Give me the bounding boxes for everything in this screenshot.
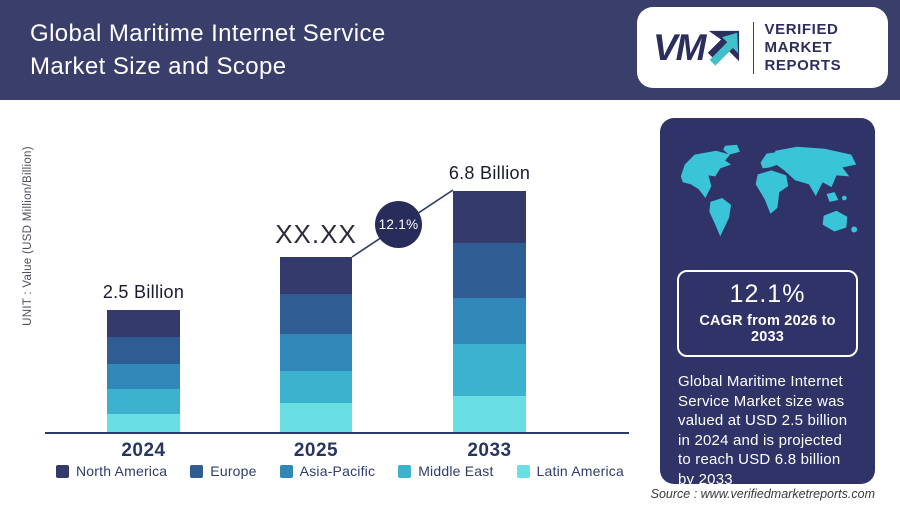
bar-segment-middle-east — [107, 389, 180, 414]
growth-rate-badge: 12.1% — [375, 201, 422, 248]
legend-swatch-icon — [516, 464, 530, 478]
logo-divider — [752, 21, 754, 74]
cagr-caption: CAGR from 2026 to 2033 — [699, 313, 836, 345]
bar-2025 — [280, 257, 352, 433]
bar-segment-north-america — [280, 257, 352, 294]
bar-2033 — [453, 191, 526, 433]
page-title-line1: Global Maritime Internet Service — [30, 20, 386, 47]
source-attribution: Source : www.verifiedmarketreports.com — [650, 487, 875, 501]
cagr-value: 12.1% — [729, 280, 806, 308]
bar-segment-latin-america — [280, 403, 352, 433]
bar-segment-middle-east — [453, 344, 526, 396]
bar-segment-europe — [107, 337, 180, 364]
legend-label: Latin America — [536, 463, 624, 479]
bar-segment-middle-east — [280, 371, 352, 403]
x-axis-line — [45, 432, 629, 434]
bar-segment-north-america — [107, 310, 180, 337]
bar-2024 — [107, 310, 180, 433]
bar-segment-north-america — [453, 191, 526, 243]
brand-line-verified: VERIFIED — [764, 20, 839, 38]
x-tick-2024: 2024 — [121, 440, 166, 461]
legend-item-europe: Europe — [190, 463, 256, 479]
legend-item-latin-america: Latin America — [516, 463, 624, 479]
x-tick-2025: 2025 — [293, 440, 339, 461]
legend-label: Middle East — [418, 463, 494, 479]
world-map-wrap — [660, 118, 875, 266]
legend-swatch-icon — [190, 464, 204, 478]
bar-value-label-2033: 6.8 Billion — [448, 163, 531, 183]
legend-swatch-icon — [279, 464, 293, 478]
bar-value-label-2025: XX.XX — [275, 219, 357, 249]
bar-segment-europe — [453, 243, 526, 298]
bar-segment-asia-pacific — [107, 364, 180, 389]
brand-line-market: MARKET — [764, 38, 833, 56]
bar-segment-asia-pacific — [280, 334, 352, 371]
page-title-line2: Market Size and Scope — [30, 53, 287, 80]
vmr-logo-letters: VM — [653, 26, 706, 68]
cagr-box: 12.1% CAGR from 2026 to 2033 — [677, 270, 858, 357]
legend-item-middle-east: Middle East — [398, 463, 493, 479]
legend-item-north-america: North America — [56, 463, 167, 479]
trend-arrow-icon — [707, 30, 739, 66]
x-tick-2033: 2033 — [467, 440, 512, 461]
page-title: Global Maritime Internet Service Market … — [30, 17, 386, 83]
brand-name: VERIFIED MARKET REPORTS — [765, 21, 842, 75]
world-map-icon — [680, 144, 858, 237]
legend-item-asia-pacific: Asia-Pacific — [279, 463, 376, 479]
market-summary-text: Global Maritime Internet Service Market … — [678, 373, 848, 488]
vmr-logo-card: VM VERIFIED MARKET REPORTS — [637, 7, 888, 88]
bar-segment-europe — [280, 294, 352, 334]
legend-label: Europe — [210, 463, 257, 479]
legend-swatch-icon — [56, 464, 69, 478]
bar-segment-latin-america — [453, 396, 526, 433]
chart-legend: North America Europe Asia-Pacific Middle Ea… — [56, 463, 624, 479]
legend-label: Asia-Pacific — [299, 463, 376, 479]
legend-swatch-icon — [398, 464, 412, 478]
vmr-logo: VM — [653, 27, 741, 69]
header-banner: Global Maritime Internet Service Market … — [0, 0, 900, 100]
bar-segment-asia-pacific — [453, 298, 526, 344]
summary-panel: 12.1% CAGR from 2026 to 2033 Global Mari… — [660, 118, 875, 488]
brand-line-reports: REPORTS — [764, 56, 842, 74]
plot-area: 2.5 Billion 2024 XX.XX 2025 6.8 Billion 2033 — [102, 163, 531, 461]
bar-segment-latin-america — [107, 414, 180, 433]
legend-label: North America — [76, 463, 168, 479]
bar-value-label-2024: 2.5 Billion — [102, 282, 185, 302]
